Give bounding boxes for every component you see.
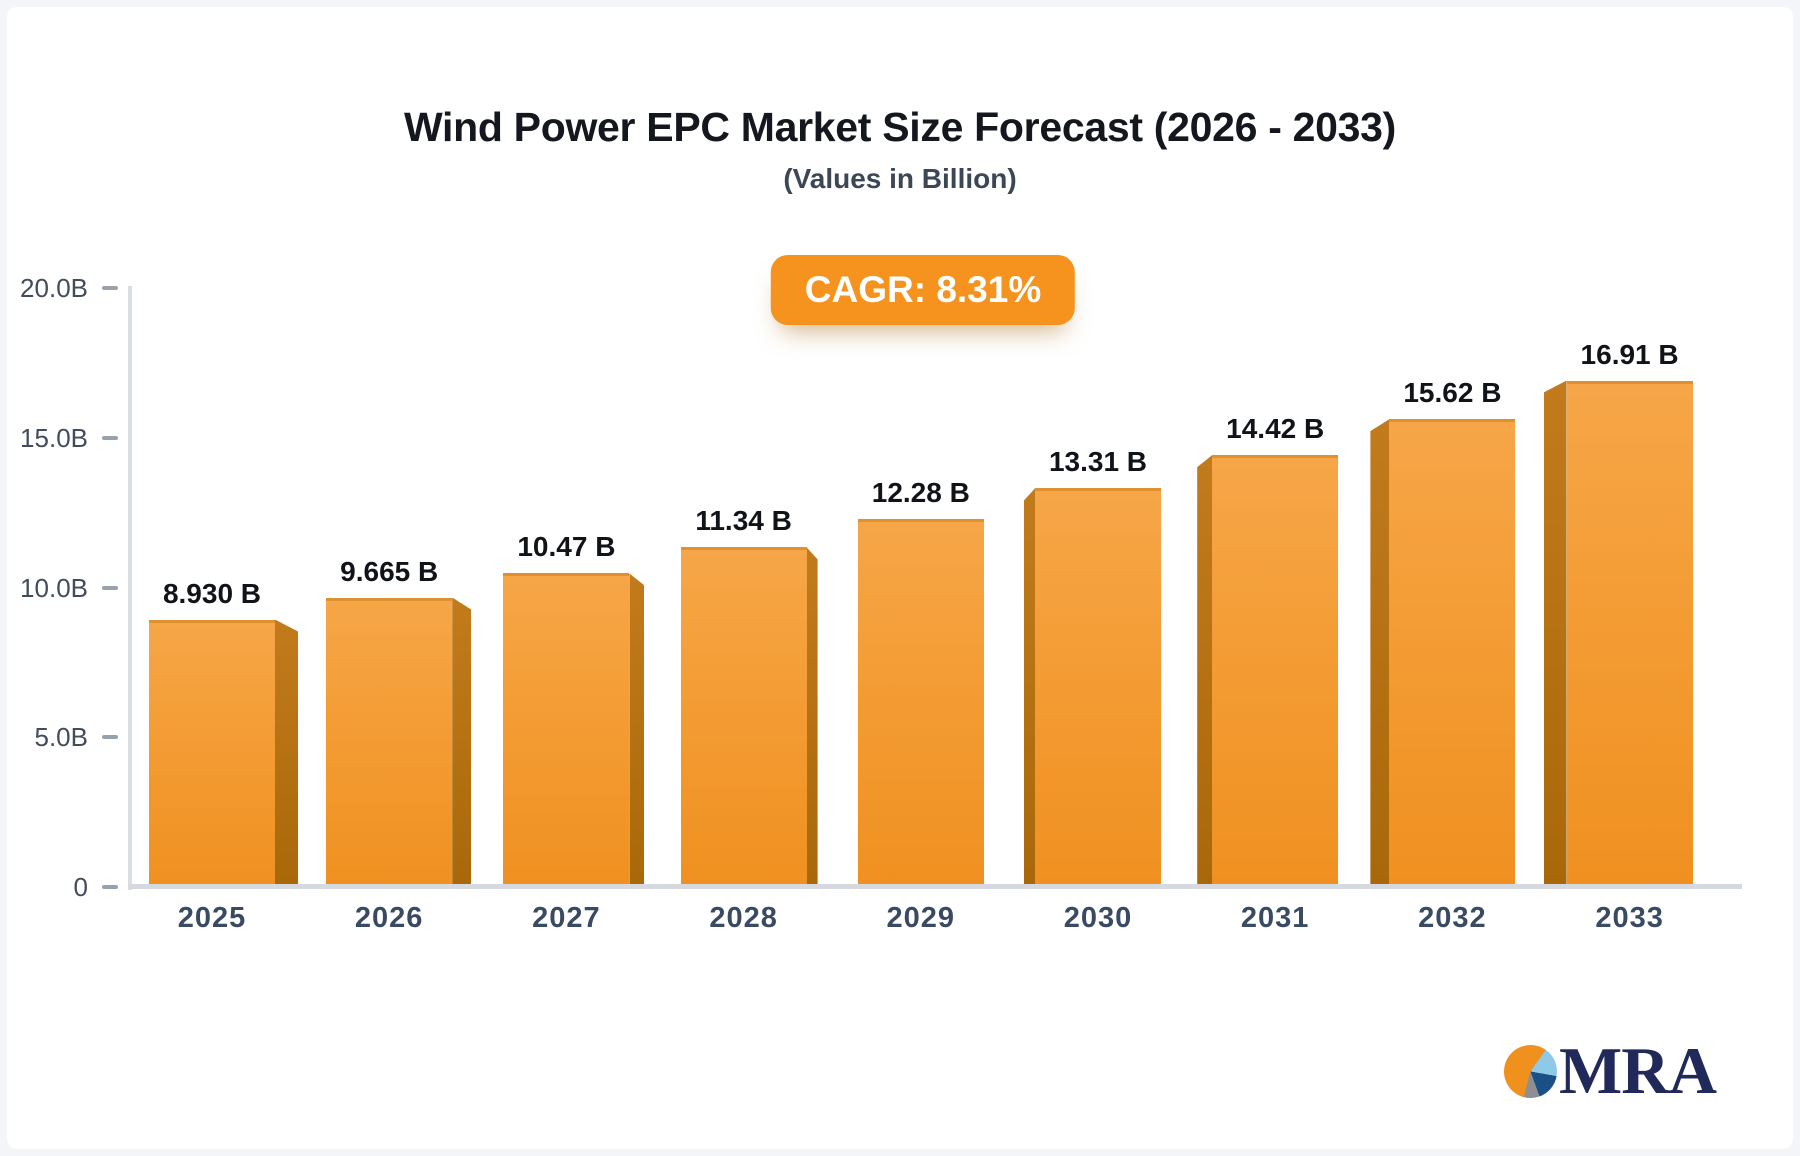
x-axis-label-2032: 2032 — [1418, 902, 1487, 934]
x-axis-label-2028: 2028 — [709, 902, 778, 934]
y-axis-line — [128, 286, 132, 890]
bar-2030 — [1024, 488, 1161, 889]
x-axis-label-2027: 2027 — [532, 902, 601, 934]
cagr-badge: CAGR: 8.31% — [770, 255, 1076, 325]
bar-side-2030 — [1024, 488, 1035, 889]
y-tick-label: 5.0B — [34, 722, 89, 753]
bar-side-2026 — [452, 597, 472, 889]
bar-face-2029 — [857, 519, 984, 889]
bar-face-2028 — [680, 547, 807, 889]
bar-face-2030 — [1035, 488, 1161, 889]
bar-value-label: 15.62 B — [1403, 377, 1502, 409]
y-tick-label: 0 — [73, 872, 88, 902]
bar-2029 — [857, 519, 984, 889]
y-tick-label: 15.0B — [20, 422, 88, 453]
bar-side-2025 — [275, 619, 298, 889]
y-tick-mark — [102, 735, 118, 740]
bar-face-2026 — [326, 597, 453, 889]
bar-value-label: 10.47 B — [517, 531, 616, 563]
bar-2033 — [1543, 380, 1693, 889]
y-tick-label: 10.0B — [20, 572, 88, 603]
bar-2032 — [1370, 419, 1516, 889]
y-tick-mark — [102, 885, 118, 889]
bar-face-2032 — [1389, 419, 1516, 889]
bar-side-2027 — [629, 573, 645, 889]
bar-face-2027 — [503, 573, 630, 889]
cagr-badge-label: CAGR: 8.31% — [804, 269, 1042, 310]
x-axis-line — [128, 884, 1742, 889]
bar-face-2031 — [1212, 455, 1339, 889]
bar-face-2025 — [149, 619, 275, 889]
bar-value-label: 8.930 B — [162, 577, 262, 609]
bar-side-2031 — [1197, 455, 1213, 889]
pie-chart-logo-icon — [1504, 1045, 1557, 1098]
bar-value-label: 13.31 B — [1048, 446, 1148, 478]
bar-value-label: 14.42 B — [1226, 413, 1325, 445]
bar-side-2028 — [806, 547, 818, 889]
x-axis-label-2029: 2029 — [886, 902, 956, 934]
bar-value-label: 9.665 B — [340, 555, 439, 587]
bar-side-2033 — [1543, 380, 1567, 889]
y-tick-label: 20.0B — [20, 273, 88, 303]
bar-2031 — [1197, 455, 1339, 889]
x-axis-label-2030: 2030 — [1063, 902, 1133, 934]
x-axis-label-2026: 2026 — [354, 902, 424, 934]
bar-side-2032 — [1370, 419, 1390, 889]
mra-logo: MRA — [1504, 1034, 1717, 1108]
bar-2025 — [149, 619, 298, 889]
y-tick-mark — [102, 585, 118, 590]
chart-subtitle: (Values in Billion) — [783, 163, 1017, 194]
chart-title: Wind Power EPC Market Size Forecast (202… — [403, 104, 1397, 150]
bar-2026 — [326, 597, 472, 889]
bar-2027 — [503, 573, 645, 889]
x-axis-label-2031: 2031 — [1240, 902, 1310, 934]
x-axis-label-2033: 2033 — [1595, 902, 1664, 934]
bar-value-label: 12.28 B — [871, 477, 970, 509]
x-axis-label-2025: 2025 — [177, 902, 247, 934]
bar-value-label: 11.34 B — [695, 505, 792, 537]
y-tick-mark — [102, 286, 118, 290]
bar-value-label: 16.91 B — [1580, 338, 1679, 370]
mra-logo-text: MRA — [1559, 1034, 1717, 1108]
bar-face-2033 — [1566, 380, 1693, 889]
y-tick-mark — [102, 435, 118, 440]
bar-2028 — [680, 547, 818, 889]
